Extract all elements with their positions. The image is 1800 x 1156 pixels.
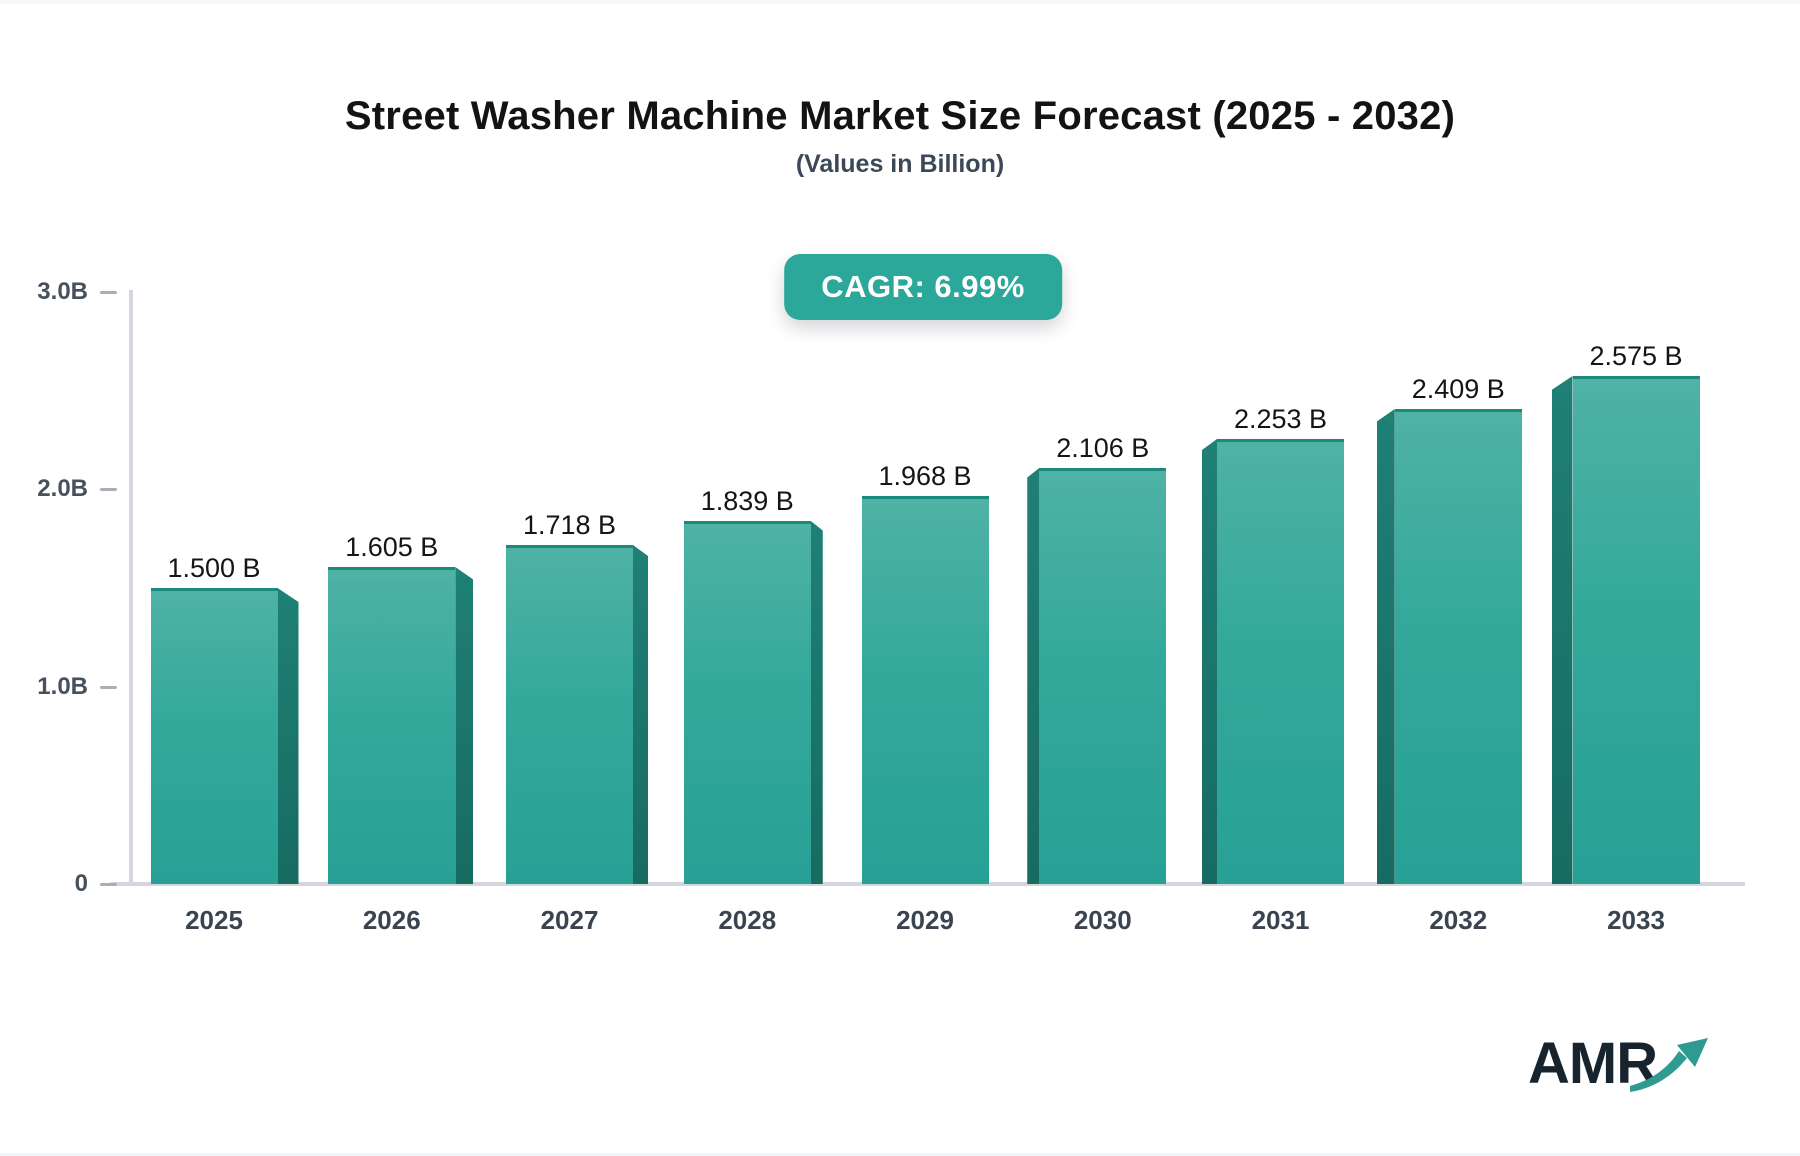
y-tick-mark bbox=[100, 488, 117, 492]
bar-side-face bbox=[633, 545, 648, 884]
y-tick-label: 1.0B bbox=[37, 672, 88, 700]
x-axis-label: 2025 bbox=[185, 905, 243, 935]
cagr-badge-label: CAGR: 6.99% bbox=[821, 269, 1025, 304]
x-axis-label: 2026 bbox=[362, 905, 421, 935]
bar-front-face bbox=[1394, 409, 1522, 884]
bar-side-face bbox=[810, 521, 823, 884]
chart-subtitle: (Values in Billion) bbox=[795, 150, 1005, 178]
page-bottom-border bbox=[0, 1153, 1800, 1156]
y-tick-label: 0 bbox=[74, 870, 88, 897]
chart-title: Street Washer Machine Market Size Foreca… bbox=[344, 94, 1456, 138]
y-tick-mark bbox=[100, 291, 117, 295]
bar-front-face bbox=[1572, 376, 1700, 884]
x-axis-label: 2029 bbox=[896, 905, 954, 935]
trend-up-arrow-icon bbox=[1630, 1038, 1708, 1092]
bar-value-label: 1.968 B bbox=[878, 461, 972, 491]
bar-front-face bbox=[1217, 439, 1344, 884]
bar-front-face bbox=[150, 588, 278, 884]
y-tick-mark bbox=[100, 883, 117, 886]
bar-side-face bbox=[455, 567, 474, 884]
x-axis-label: 2028 bbox=[718, 905, 777, 935]
page-top-border bbox=[0, 0, 1800, 4]
bar-value-label: 2.409 B bbox=[1411, 374, 1505, 404]
bar-side-face bbox=[1202, 439, 1217, 884]
cagr-badge: CAGR: 6.99% bbox=[784, 254, 1062, 320]
bar-side-face bbox=[277, 588, 299, 884]
x-axis-label: 2033 bbox=[1607, 905, 1665, 935]
x-axis-label: 2032 bbox=[1429, 905, 1488, 935]
y-tick-label: 2.0B bbox=[37, 475, 88, 503]
bar-value-label: 1.500 B bbox=[167, 553, 261, 583]
bar-front-face bbox=[328, 567, 456, 884]
x-axis-label: 2027 bbox=[540, 905, 599, 935]
bar-front-face bbox=[861, 496, 989, 884]
bar-value-label: 2.253 B bbox=[1233, 404, 1328, 434]
bar-front-face bbox=[506, 545, 633, 884]
y-axis-line bbox=[129, 290, 133, 884]
bar-side-face bbox=[1027, 468, 1040, 884]
bar-value-label: 2.106 B bbox=[1056, 433, 1150, 463]
x-axis-label: 2030 bbox=[1073, 905, 1132, 935]
x-axis-baseline bbox=[110, 882, 1745, 886]
bar-value-label: 1.605 B bbox=[345, 532, 439, 562]
bar-value-label: 2.575 B bbox=[1589, 341, 1683, 371]
bar-front-face bbox=[1039, 468, 1167, 884]
bar-side-face bbox=[1551, 376, 1573, 884]
bar-front-face bbox=[683, 521, 811, 884]
y-tick-label: 3.0B bbox=[37, 278, 88, 306]
bar-side-face bbox=[1376, 409, 1395, 884]
bar-value-label: 1.839 B bbox=[700, 486, 794, 516]
y-tick-mark bbox=[100, 685, 117, 689]
bar-value-label: 1.718 B bbox=[522, 510, 617, 540]
amr-logo: AMR bbox=[1528, 1032, 1718, 1112]
x-axis-label: 2031 bbox=[1251, 905, 1310, 935]
